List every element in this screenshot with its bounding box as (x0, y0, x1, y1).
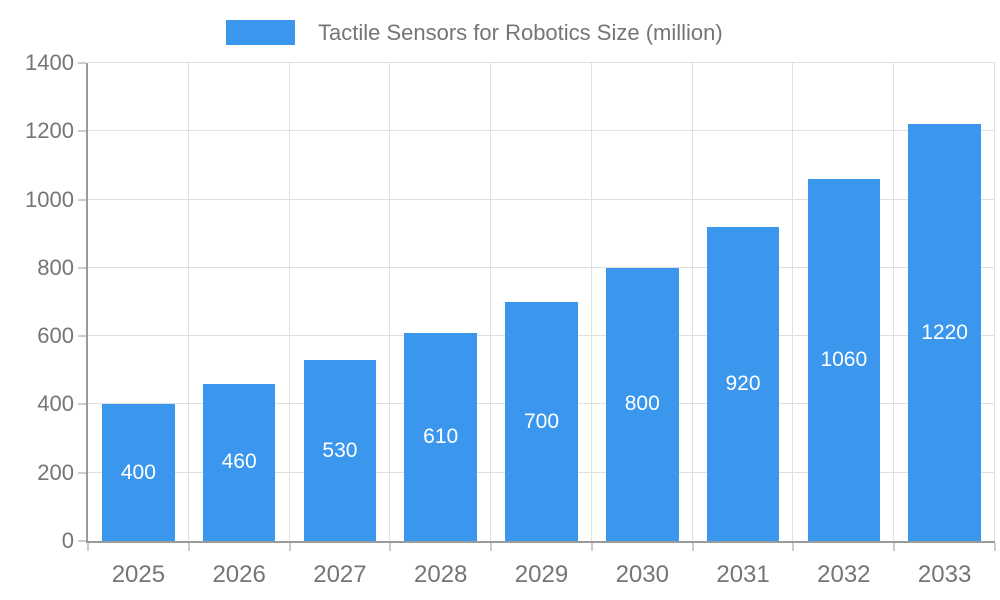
x-tick (994, 543, 996, 551)
y-tick (78, 62, 86, 64)
bar[interactable]: 400 (102, 404, 175, 541)
gridline-h (88, 266, 995, 268)
bar[interactable]: 530 (303, 360, 377, 541)
y-tick-label: 0 (61, 528, 74, 553)
gridline-v (389, 63, 391, 541)
x-tick-label: 2029 (514, 561, 569, 588)
bar-value-label: 1060 (820, 348, 868, 372)
x-tick-label: 2032 (817, 561, 871, 588)
x-tick (590, 543, 593, 551)
y-tick (78, 540, 86, 542)
bar[interactable]: 700 (505, 302, 578, 541)
bar-value-label: 1220 (921, 320, 968, 344)
gridline-v (792, 63, 794, 541)
gridline-v (994, 63, 995, 541)
bar[interactable]: 920 (706, 226, 780, 541)
bar-value-label: 460 (221, 450, 257, 474)
bar[interactable]: 610 (404, 332, 477, 541)
y-tick (78, 130, 86, 133)
x-tick-label: 2030 (615, 561, 669, 588)
x-tick (187, 543, 190, 551)
gridline-v (187, 63, 189, 541)
gridline-h (88, 198, 995, 200)
bar-value-label: 400 (120, 460, 156, 484)
y-tick-label: 600 (37, 323, 74, 349)
bar[interactable]: 1220 (908, 124, 981, 541)
y-axis: 0 200 400 600 800 1000 1200 1400 (0, 52, 74, 552)
y-tick (78, 335, 86, 338)
bar-value-label: 530 (322, 438, 358, 462)
x-tick (87, 543, 89, 551)
y-tick (78, 471, 86, 474)
gridline-v (893, 63, 895, 541)
x-tick-label: 2025 (111, 561, 166, 588)
plot-area: 400 460 530 610 700 800 920 1060 1220 (78, 62, 996, 551)
y-tick-label: 1200 (25, 118, 74, 144)
x-tick-label: 2028 (414, 561, 468, 588)
bar-value-label: 700 (523, 409, 560, 433)
y-tick-label: 200 (37, 459, 74, 485)
bar-value-label: 800 (624, 392, 660, 416)
gridline-h (88, 62, 995, 63)
x-axis: 2025 2026 2027 2028 2029 2030 2031 2032 2033 (88, 560, 995, 592)
bar[interactable]: 1060 (807, 179, 881, 541)
x-tick (691, 543, 694, 551)
x-tick (288, 543, 291, 551)
legend[interactable]: Tactile Sensors for Robotics Size (milli… (226, 20, 723, 45)
gridline-v (590, 63, 592, 541)
x-tick-label: 2033 (917, 561, 972, 588)
y-tick (78, 403, 86, 406)
y-tick-label: 800 (37, 254, 74, 280)
gridline-v (691, 63, 693, 541)
gridline-h (88, 130, 995, 132)
y-tick-label: 1000 (25, 186, 74, 212)
y-tick (78, 266, 86, 269)
y-tick-label: 400 (37, 391, 74, 417)
x-tick (893, 543, 896, 551)
y-tick (78, 198, 86, 201)
y-tick-label: 1400 (25, 50, 74, 75)
legend-label: Tactile Sensors for Robotics Size (milli… (318, 20, 723, 45)
bar-value-label: 920 (725, 371, 761, 395)
x-tick-label: 2031 (716, 561, 770, 588)
bar[interactable]: 800 (605, 267, 679, 541)
x-tick (490, 543, 493, 551)
x-tick-label: 2027 (313, 561, 367, 588)
x-tick-label: 2026 (212, 561, 266, 588)
gridline-v (490, 63, 492, 541)
x-tick (792, 543, 795, 551)
bar[interactable]: 460 (202, 383, 276, 541)
gridline-v (288, 63, 290, 541)
bar-value-label: 610 (423, 424, 459, 448)
x-tick (389, 543, 392, 551)
legend-swatch[interactable] (226, 20, 295, 45)
